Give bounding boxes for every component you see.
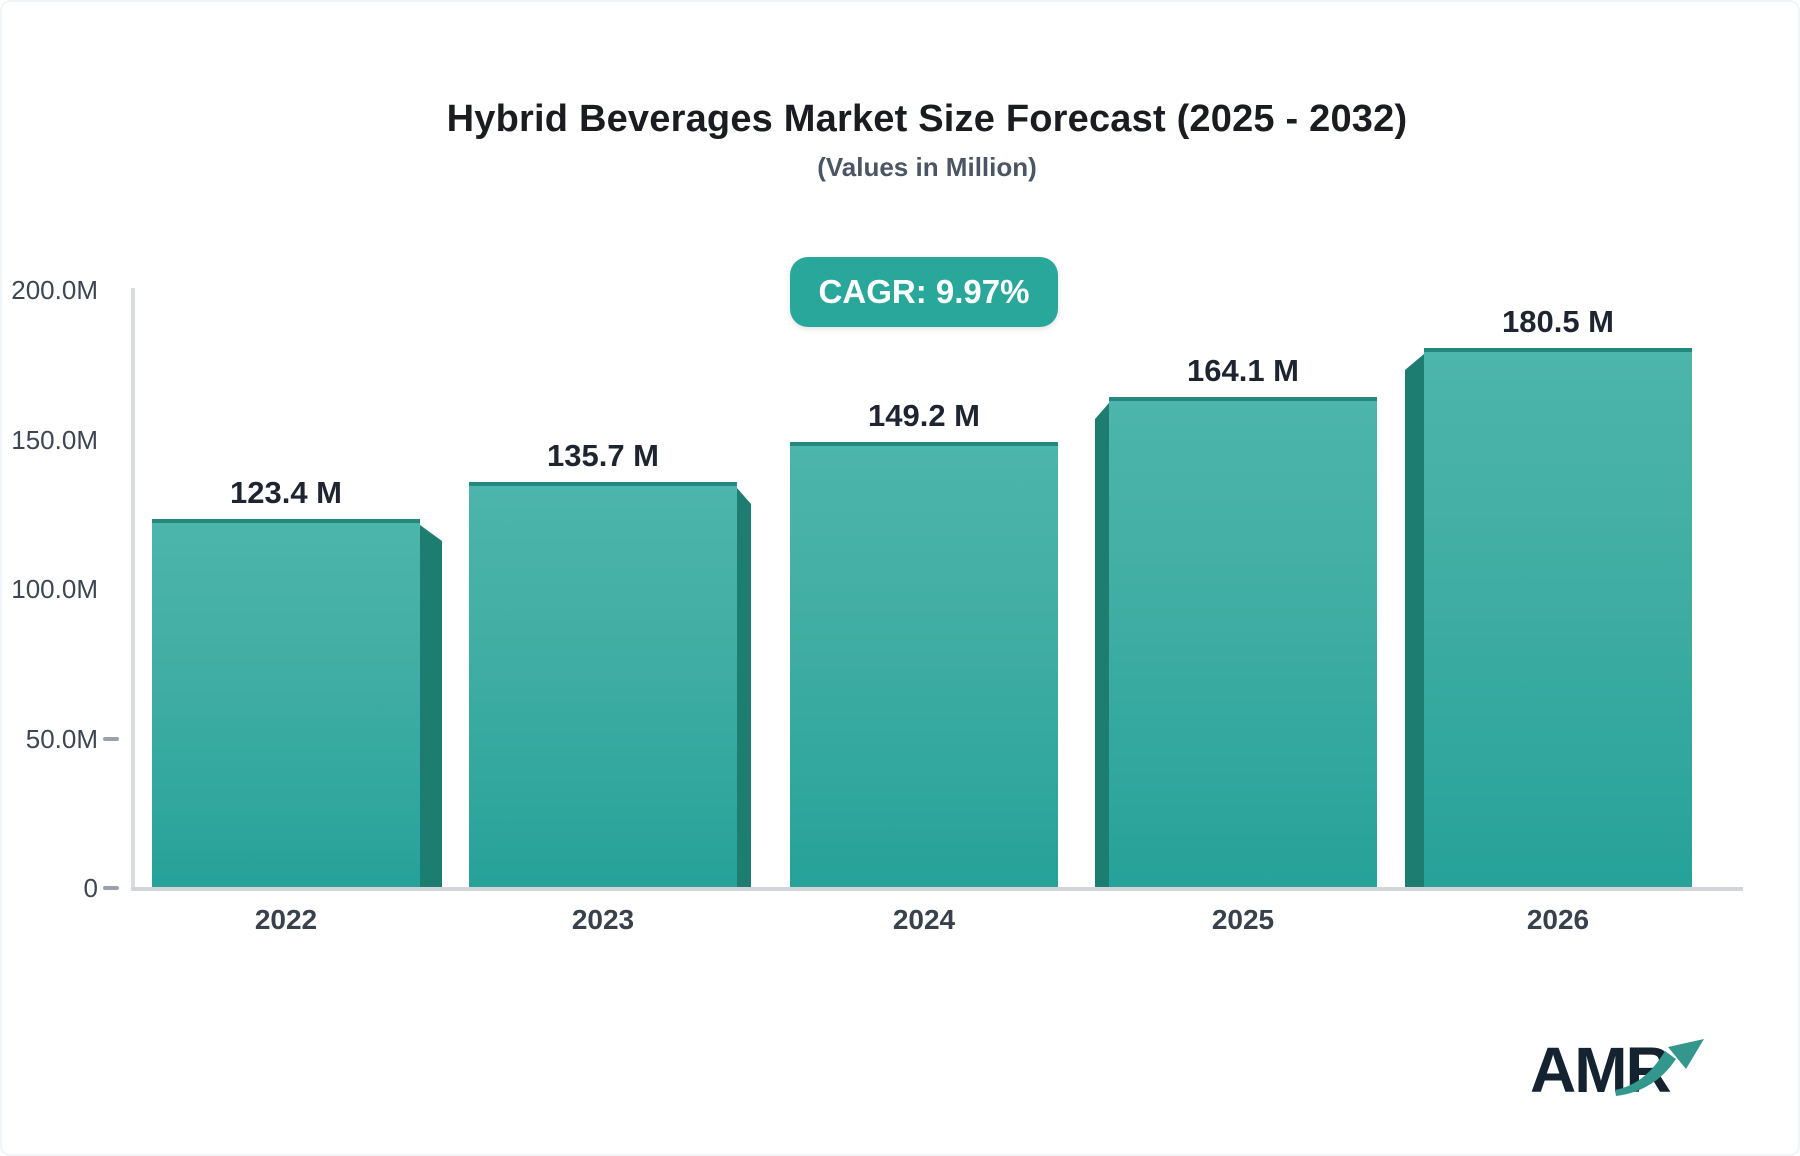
x-axis-line (131, 887, 1743, 891)
bar-side-face-2025 (1095, 403, 1109, 887)
bar-value-label: 180.5 M (1501, 304, 1614, 339)
cagr-badge-label: CAGR: 9.97% (818, 273, 1030, 310)
y-axis-tick-label: 100.0M (11, 574, 98, 604)
y-axis-tick-label: 50.0M (25, 723, 98, 754)
x-axis-label-2022: 2022 (254, 904, 318, 935)
bar-value-label: 123.4 M (229, 475, 342, 510)
amr-logo-text: AMR (1530, 1034, 1672, 1106)
y-axis-tick-mark (103, 736, 119, 741)
chart-subtitle: (Values in Million) (817, 152, 1037, 182)
y-axis-tick-mark (103, 886, 119, 890)
amr-logo: AMR (1530, 1032, 1730, 1118)
cagr-badge: CAGR: 9.97% (790, 257, 1058, 327)
bar-2025 (1109, 397, 1377, 887)
x-axis-label-2023: 2023 (571, 904, 635, 935)
x-axis-label-2025: 2025 (1211, 904, 1275, 935)
bar-value-label: 149.2 M (867, 398, 980, 433)
x-axis-label-2024: 2024 (892, 904, 956, 935)
bar-2022 (152, 519, 420, 887)
y-axis-tick-label: 200.0M (11, 275, 98, 305)
y-axis-tick-label: 150.0M (11, 424, 98, 455)
x-axis-label-2026: 2026 (1526, 904, 1590, 935)
chart-title: Hybrid Beverages Market Size Forecast (2… (446, 98, 1408, 140)
trend-arrow-icon (1615, 1039, 1704, 1096)
bar-2024 (790, 442, 1058, 887)
y-axis-tick-label: 0 (83, 873, 98, 903)
bar-value-label: 164.1 M (1186, 353, 1299, 388)
y-axis-line (131, 288, 135, 889)
bar-value-label: 135.7 M (546, 438, 659, 473)
bar-side-face-2026 (1405, 354, 1424, 887)
bar-side-face-2023 (737, 488, 751, 887)
bar-side-face-2022 (420, 525, 442, 887)
bar-2023 (469, 482, 737, 887)
bar-2026 (1424, 348, 1692, 887)
